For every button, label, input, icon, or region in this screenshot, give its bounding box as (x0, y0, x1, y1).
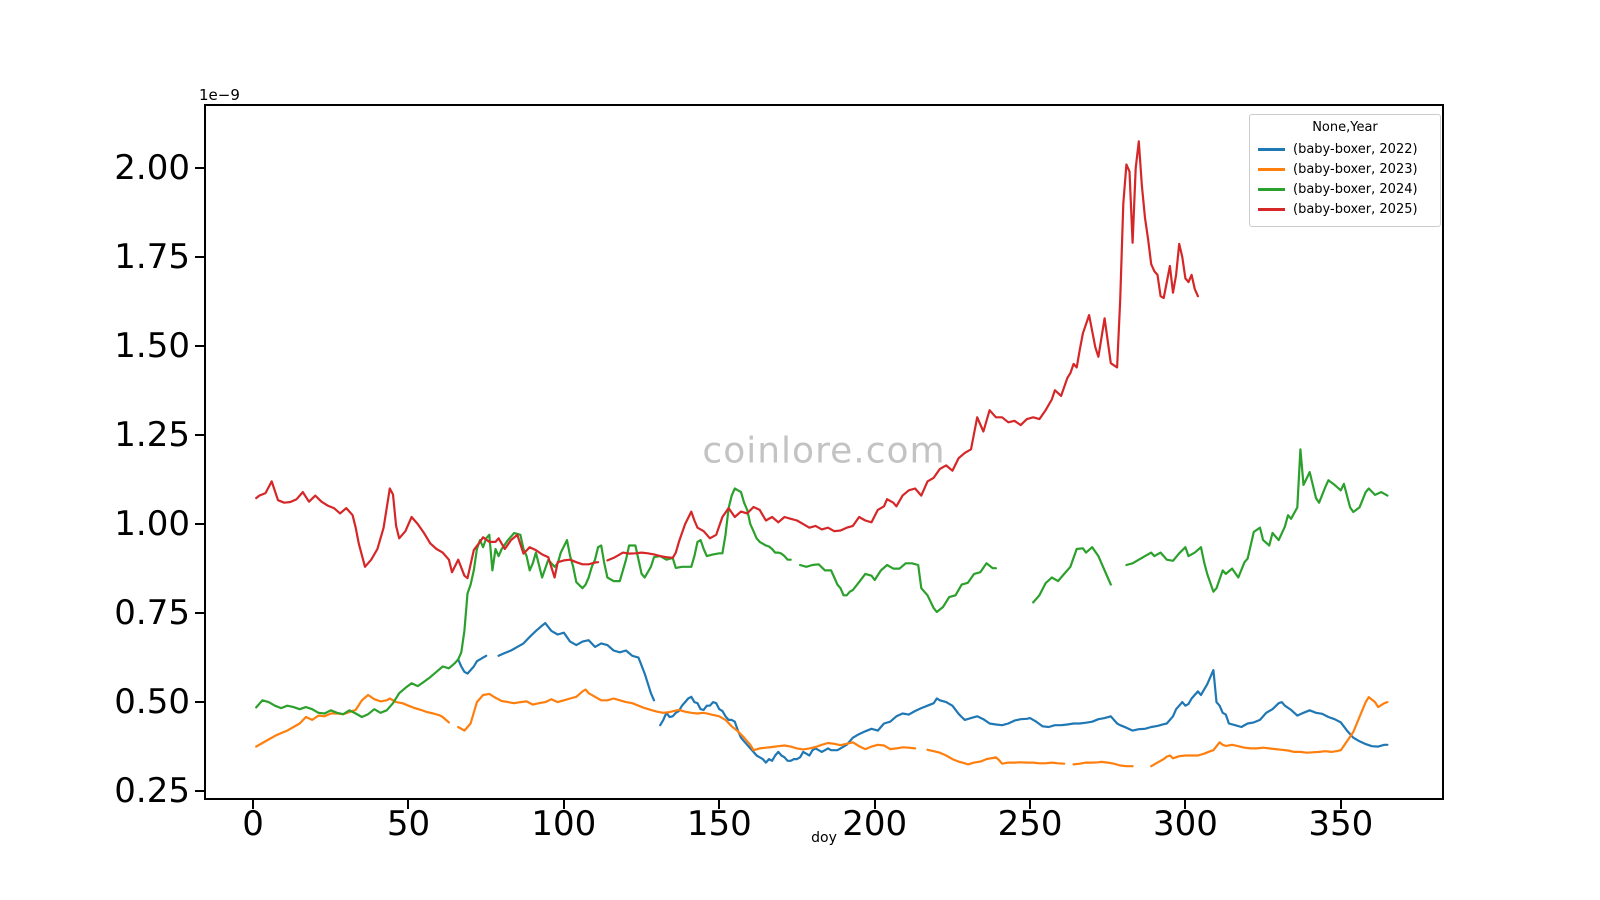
series-line-(baby-boxer, 2022) (457, 622, 1389, 764)
y-tick-mark (195, 434, 204, 437)
legend-title: None,Year (1312, 120, 1378, 135)
x-tick-label: 200 (842, 804, 908, 844)
y-tick-mark (195, 612, 204, 615)
series-line-(baby-boxer, 2025) (255, 140, 1199, 580)
y-tick-mark (195, 256, 204, 259)
x-tick-mark (1339, 800, 1342, 809)
y-tick-label: 1.50 (114, 326, 190, 367)
x-tick-mark (873, 800, 876, 809)
series-line-(baby-boxer, 2023) (255, 688, 1389, 768)
plot-lines-canvas (255, 140, 1389, 768)
legend-entry-2022: (baby-boxer, 2022) (1258, 139, 1432, 159)
y-tick-label: 0.50 (114, 682, 190, 723)
legend-label-2022: (baby-boxer, 2022) (1293, 141, 1418, 157)
legend-label-2024: (baby-boxer, 2024) (1293, 181, 1418, 197)
legend-line-swatch-2022 (1258, 147, 1285, 151)
x-tick-label: 350 (1308, 804, 1374, 844)
y-tick-mark (195, 701, 204, 704)
y-tick-mark (195, 523, 204, 526)
x-tick-mark (718, 800, 721, 809)
y-axis-offset-label: 1e−9 (199, 86, 240, 104)
y-tick-mark (195, 790, 204, 793)
legend-entry-2025: (baby-boxer, 2025) (1258, 199, 1432, 219)
x-tick-mark (252, 800, 255, 809)
legend-label-2023: (baby-boxer, 2023) (1293, 161, 1418, 177)
x-tick-label: 0 (242, 804, 264, 844)
x-tick-label: 50 (386, 804, 431, 844)
legend-label-2025: (baby-boxer, 2025) (1293, 201, 1418, 217)
x-tick-mark (562, 800, 565, 809)
y-tick-label: 1.25 (114, 415, 190, 456)
y-tick-label: 2.00 (114, 148, 190, 189)
x-tick-label: 150 (686, 804, 752, 844)
y-tick-label: 0.75 (114, 593, 190, 634)
x-tick-label: 100 (531, 804, 597, 844)
x-tick-label: 300 (1152, 804, 1218, 844)
legend: None,Year (baby-boxer, 2022) (baby-boxer… (1249, 114, 1441, 227)
legend-entry-2024: (baby-boxer, 2024) (1258, 179, 1432, 199)
plot-area (204, 104, 1444, 800)
x-tick-mark (407, 800, 410, 809)
x-tick-mark (1184, 800, 1187, 809)
y-tick-label: 1.75 (114, 237, 190, 278)
legend-line-swatch-2025 (1258, 207, 1285, 211)
y-tick-label: 0.25 (114, 771, 190, 812)
legend-entry-2023: (baby-boxer, 2023) (1258, 159, 1432, 179)
watermark: coinlore.com (702, 430, 946, 472)
legend-line-swatch-2024 (1258, 187, 1285, 191)
legend-line-swatch-2023 (1258, 167, 1285, 171)
x-axis-title: doy (811, 830, 837, 846)
series-line-(baby-boxer, 2024) (255, 448, 1389, 719)
y-tick-label: 1.00 (114, 504, 190, 545)
x-tick-label: 250 (997, 804, 1063, 844)
y-tick-mark (195, 345, 204, 348)
y-tick-mark (195, 167, 204, 170)
x-tick-mark (1029, 800, 1032, 809)
